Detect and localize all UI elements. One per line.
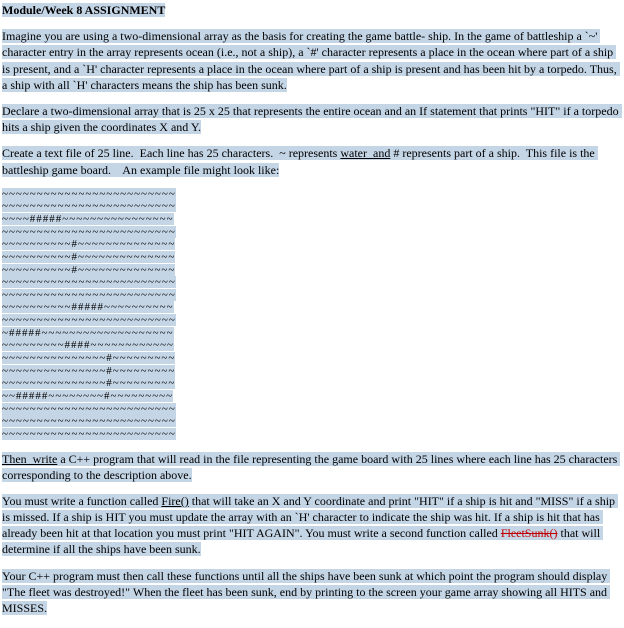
paragraph-2: Declare a two-dimensional array that is … <box>2 103 622 135</box>
board-row-text: ~~~~~~~~~~~~~~~#~~~~~~~~~ <box>2 352 175 364</box>
board-row: ~~#####~~~~~~~~#~~~~~~~~~ <box>2 390 622 403</box>
board-row: ~~~~~~~~~~~~~~~~~~~~~~~~~ <box>2 226 622 239</box>
p4-link-then: Then write <box>2 452 57 466</box>
board-row-text: ~~~~~~~~~~~~~~~#~~~~~~~~~ <box>2 365 175 377</box>
board-row-text: ~~~~~~~~~~~~~~~~~~~~~~~~~ <box>2 188 176 200</box>
board-row: ~~~~~~~~~~#~~~~~~~~~~~~~~ <box>2 264 622 277</box>
game-board: ~~~~~~~~~~~~~~~~~~~~~~~~~~~~~~~~~~~~~~~~… <box>2 188 622 441</box>
board-row: ~~~~~~~~~~~~~~~#~~~~~~~~~ <box>2 365 622 378</box>
p6-text: Your C++ program must then call these fu… <box>2 569 610 615</box>
board-row-text: ~~~~~~~~~~#~~~~~~~~~~~~~~ <box>2 238 175 250</box>
board-row: ~~~~~~~~~~~~~~~~~~~~~~~~~ <box>2 188 622 201</box>
board-row-text: ~~~~~~~~~####~~~~~~~~~~~~ <box>2 339 174 351</box>
p5-link-fleetsunk: FleetSunk() <box>501 526 558 540</box>
board-row: ~#####~~~~~~~~~~~~~~~~~~~ <box>2 327 622 340</box>
board-row-text: ~~~~~~~~~~~~~~~~~~~~~~~~~ <box>2 276 176 288</box>
p1-text: Imagine you are using a two-dimensional … <box>2 29 620 92</box>
board-row-text: ~~~~#####~~~~~~~~~~~~~~~~ <box>2 213 174 225</box>
board-row: ~~~~~~~~~####~~~~~~~~~~~~ <box>2 339 622 352</box>
board-row-text: ~~~~~~~~~~~~~~~~~~~~~~~~~ <box>2 200 176 212</box>
board-row-text: ~~~~~~~~~~~~~~~~~~~~~~~~~ <box>2 403 176 415</box>
board-row-text: ~~~~~~~~~~~~~~~~~~~~~~~~~ <box>2 428 176 440</box>
board-row-text: ~~~~~~~~~~#~~~~~~~~~~~~~~ <box>2 264 175 276</box>
p4-b: a C++ program that will read in the file… <box>2 452 620 482</box>
p3-link-water: water and <box>340 146 390 160</box>
board-row-text: ~~~~~~~~~~~~~~~~~~~~~~~~~ <box>2 314 176 326</box>
board-row-text: ~~~~~~~~~~#####~~~~~~~~~~ <box>2 301 174 313</box>
board-row-text: ~~#####~~~~~~~~#~~~~~~~~~ <box>2 390 173 402</box>
board-row: ~~~~~~~~~~~~~~~~~~~~~~~~~ <box>2 428 622 441</box>
board-row-text: ~~~~~~~~~~~~~~~#~~~~~~~~~ <box>2 377 175 389</box>
board-row: ~~~~~~~~~~#####~~~~~~~~~~ <box>2 301 622 314</box>
paragraph-6: Your C++ program must then call these fu… <box>2 568 622 617</box>
board-row: ~~~~~~~~~~~~~~~~~~~~~~~~~ <box>2 314 622 327</box>
board-row-text: ~~~~~~~~~~#~~~~~~~~~~~~~~ <box>2 251 175 263</box>
p3-a: Create a text file of 25 line. Each line… <box>2 146 340 160</box>
paragraph-4: Then write a C++ program that will read … <box>2 451 622 483</box>
board-row-text: ~~~~~~~~~~~~~~~~~~~~~~~~~ <box>2 289 176 301</box>
board-row: ~~~~~~~~~~~~~~~~~~~~~~~~~ <box>2 276 622 289</box>
board-row-text: ~~~~~~~~~~~~~~~~~~~~~~~~~ <box>2 415 176 427</box>
board-row: ~~~~~~~~~~#~~~~~~~~~~~~~~ <box>2 238 622 251</box>
title-text: Module/Week 8 ASSIGNMENT <box>2 3 165 17</box>
board-row: ~~~~~~~~~~~~~~~#~~~~~~~~~ <box>2 352 622 365</box>
paragraph-3: Create a text file of 25 line. Each line… <box>2 145 622 177</box>
board-row-text: ~~~~~~~~~~~~~~~~~~~~~~~~~ <box>2 226 176 238</box>
page-title: Module/Week 8 ASSIGNMENT <box>2 2 622 18</box>
board-row: ~~~~~~~~~~~~~~~#~~~~~~~~~ <box>2 377 622 390</box>
board-row: ~~~~~~~~~~~~~~~~~~~~~~~~~ <box>2 289 622 302</box>
p5-a: You must write a function called <box>2 494 161 508</box>
paragraph-1: Imagine you are using a two-dimensional … <box>2 28 622 93</box>
p5-link-fire: Fire() <box>161 494 188 508</box>
paragraph-5: You must write a function called Fire() … <box>2 493 622 558</box>
board-row: ~~~~~~~~~~~~~~~~~~~~~~~~~ <box>2 200 622 213</box>
board-row: ~~~~#####~~~~~~~~~~~~~~~~ <box>2 213 622 226</box>
p2-text: Declare a two-dimensional array that is … <box>2 104 622 134</box>
board-row: ~~~~~~~~~~~~~~~~~~~~~~~~~ <box>2 403 622 416</box>
board-row-text: ~#####~~~~~~~~~~~~~~~~~~~ <box>2 327 174 339</box>
board-row: ~~~~~~~~~~#~~~~~~~~~~~~~~ <box>2 251 622 264</box>
board-row: ~~~~~~~~~~~~~~~~~~~~~~~~~ <box>2 415 622 428</box>
